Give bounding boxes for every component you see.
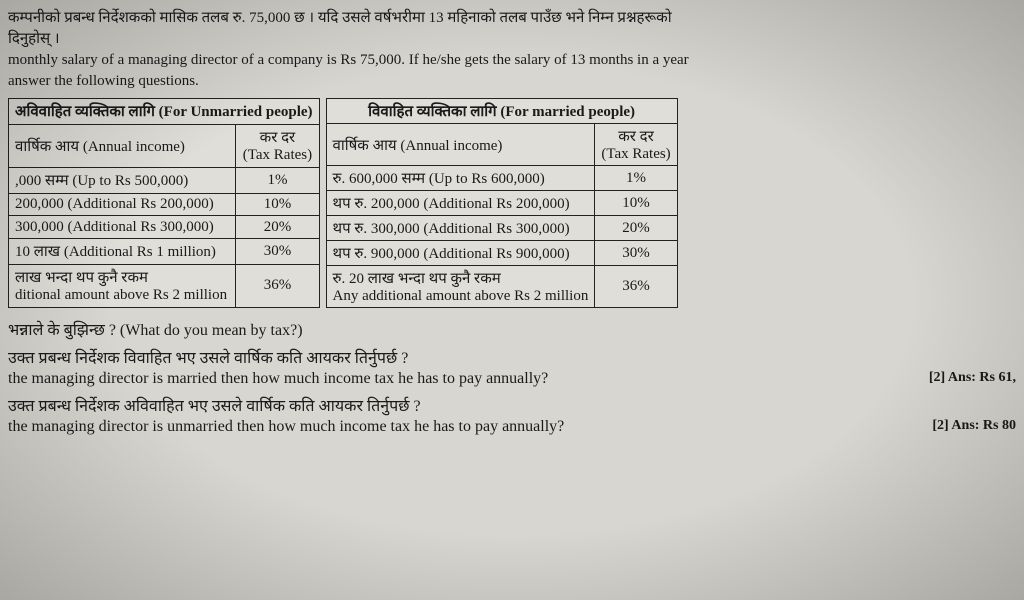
unmarried-title-dev: अविवाहित व्यक्तिका लागि — [15, 104, 155, 120]
cell-en: (Additional Rs 300,000) — [68, 219, 214, 235]
married-title-en: (For married people) — [500, 104, 635, 120]
intro-line3: monthly salary of a managing director of… — [8, 52, 689, 68]
tax-tables: अविवाहित व्यक्तिका लागि (For Unmarried p… — [8, 98, 1016, 308]
cell-dev: 10 लाख — [15, 244, 60, 260]
table-row: ,000 सम्म (Up to Rs 500,000) 1% — [9, 167, 320, 193]
married-title: विवाहित व्यक्तिका लागि (For married peop… — [326, 99, 677, 124]
table-row: थप रु. 900,000 (Additional Rs 900,000) 3… — [326, 241, 677, 266]
question-3-dev: उक्त प्रबन्ध निर्देशक अविवाहित भए उसले व… — [8, 394, 1016, 416]
cell-en: (Additional Rs 300,000) — [423, 221, 569, 237]
cell-rate: 30% — [236, 238, 319, 264]
cell-rate: 10% — [236, 193, 319, 216]
intro-line2: दिनुहोस् । — [8, 31, 60, 47]
cell-rate: 30% — [595, 241, 677, 266]
col-rate-en: (Tax Rates) — [601, 146, 670, 162]
unmarried-col-income: वार्षिक आय (Annual income) — [9, 124, 236, 167]
q3-answer: [2] Ans: Rs 80 — [932, 418, 1016, 434]
table-row: 300,000 (Additional Rs 300,000) 20% — [9, 216, 320, 239]
col-income-en: (Annual income) — [83, 139, 185, 155]
table-row: लाख भन्दा थप कुनै रकमditional amount abo… — [9, 264, 320, 307]
col-rate-dev: कर दर — [260, 130, 296, 146]
question-2-en: the managing director is married then ho… — [8, 370, 548, 387]
cell-rate: 1% — [236, 167, 319, 193]
table-married: विवाहित व्यक्तिका लागि (For married peop… — [326, 98, 678, 308]
table-unmarried: अविवाहित व्यक्तिका लागि (For Unmarried p… — [8, 98, 320, 308]
col-income-dev: वार्षिक आय — [15, 139, 79, 155]
cell-dev: 300,000 — [15, 219, 64, 235]
cell-dev: ,000 सम्म — [15, 173, 69, 189]
cell-dev: थप रु. 200,000 — [333, 196, 420, 212]
cell-en: (Up to Rs 600,000) — [429, 171, 545, 187]
question-3-en: the managing director is unmarried then … — [8, 418, 564, 435]
question-2-dev: उक्त प्रबन्ध निर्देशक विवाहित भए उसले वा… — [8, 346, 1016, 368]
cell-dev: रु. 20 लाख भन्दा थप कुनै रकम — [333, 271, 501, 287]
col-income-dev: वार्षिक आय — [333, 138, 397, 154]
col-rate-en: (Tax Rates) — [243, 147, 312, 163]
table-row: 10 लाख (Additional Rs 1 million) 30% — [9, 238, 320, 264]
married-title-dev: विवाहित व्यक्तिका लागि — [368, 104, 496, 120]
cell-dev: 200,000 — [15, 196, 64, 212]
question-1: भन्नाले के बुझिन्छ ? (What do you mean b… — [8, 318, 1016, 340]
cell-en: (Up to Rs 500,000) — [72, 173, 188, 189]
cell-en: (Additional Rs 900,000) — [423, 246, 569, 262]
cell-en: (Additional Rs 200,000) — [423, 196, 569, 212]
q1-en: (What do you mean by tax?) — [120, 322, 303, 339]
unmarried-col-rate: कर दर (Tax Rates) — [236, 124, 319, 167]
cell-rate: 10% — [595, 191, 677, 216]
table-row: थप रु. 200,000 (Additional Rs 200,000) 1… — [326, 191, 677, 216]
married-col-income: वार्षिक आय (Annual income) — [326, 124, 595, 166]
table-row: थप रु. 300,000 (Additional Rs 300,000) 2… — [326, 216, 677, 241]
cell-en: (Additional Rs 1 million) — [64, 244, 216, 260]
intro-line4: answer the following questions. — [8, 73, 199, 89]
cell-rate: 36% — [236, 264, 319, 307]
q1-dev: भन्नाले के बुझिन्छ ? — [8, 322, 116, 339]
table-row: रु. 20 लाख भन्दा थप कुनै रकमAny addition… — [326, 266, 677, 308]
cell-rate: 20% — [236, 216, 319, 239]
cell-rate: 20% — [595, 216, 677, 241]
intro-text: कम्पनीको प्रबन्ध निर्देशकको मासिक तलब रु… — [8, 8, 1016, 92]
col-income-en: (Annual income) — [400, 138, 502, 154]
cell-en: Any additional amount above Rs 2 million — [333, 288, 589, 304]
col-rate-dev: कर दर — [618, 129, 654, 145]
intro-line1: कम्पनीको प्रबन्ध निर्देशकको मासिक तलब रु… — [8, 10, 672, 26]
cell-en: (Additional Rs 200,000) — [68, 196, 214, 212]
q2-answer: [2] Ans: Rs 61, — [929, 370, 1016, 386]
unmarried-title-en: (For Unmarried people) — [159, 104, 313, 120]
table-row: 200,000 (Additional Rs 200,000) 10% — [9, 193, 320, 216]
table-row: रु. 600,000 सम्म (Up to Rs 600,000) 1% — [326, 166, 677, 191]
unmarried-title: अविवाहित व्यक्तिका लागि (For Unmarried p… — [9, 99, 320, 125]
cell-dev: रु. 600,000 सम्म — [333, 171, 426, 187]
cell-dev: थप रु. 300,000 — [333, 221, 420, 237]
cell-rate: 36% — [595, 266, 677, 308]
cell-rate: 1% — [595, 166, 677, 191]
cell-dev: थप रु. 900,000 — [333, 246, 420, 262]
cell-en: ditional amount above Rs 2 million — [15, 287, 227, 303]
cell-dev: लाख भन्दा थप कुनै रकम — [15, 270, 148, 286]
married-col-rate: कर दर (Tax Rates) — [595, 124, 677, 166]
